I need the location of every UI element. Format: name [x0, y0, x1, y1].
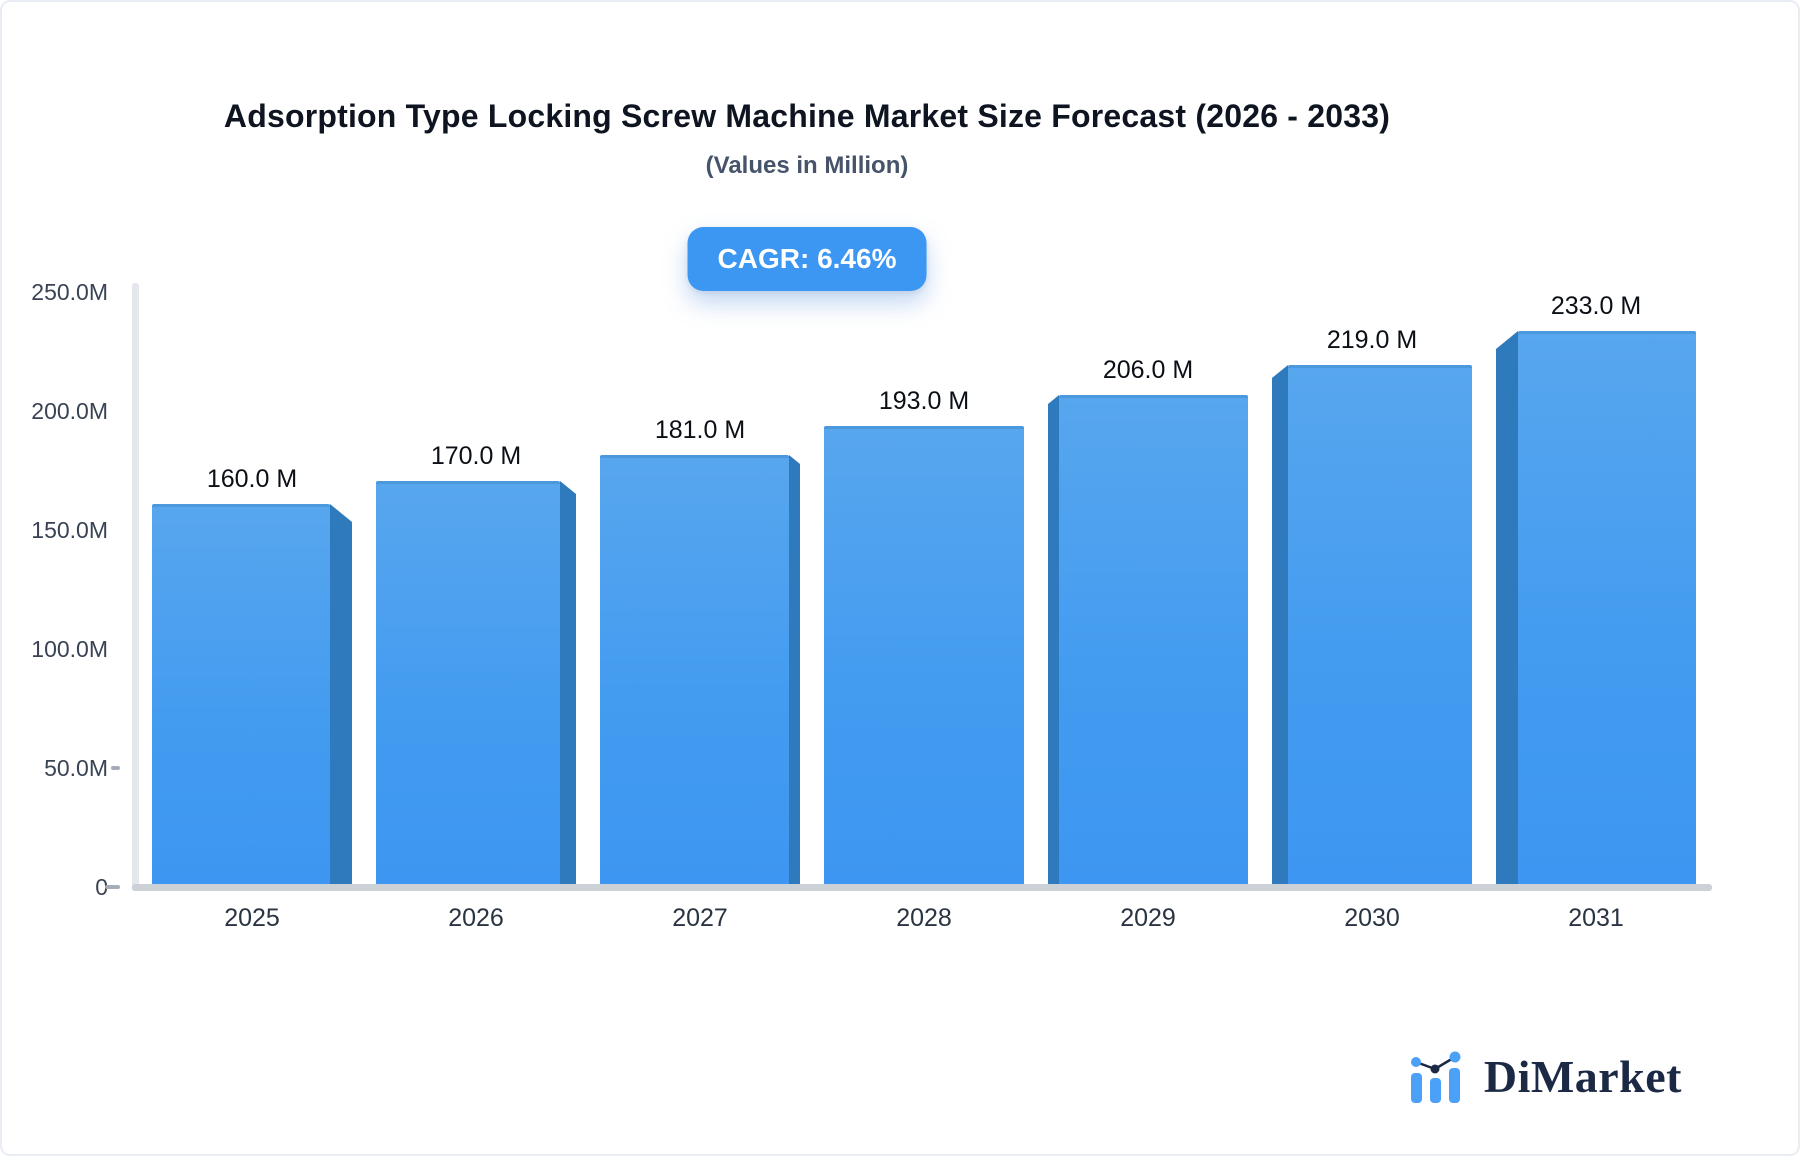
y-axis-tick-mark [105, 885, 120, 889]
x-axis-tick-label: 2029 [1120, 904, 1176, 932]
y-axis-tick-mark [111, 766, 120, 770]
y-axis-line [132, 283, 139, 891]
page-title: Adsorption Type Locking Screw Machine Ma… [223, 98, 1391, 134]
y-axis-tick-label: 100.0M [31, 636, 108, 662]
bar-side-face [330, 504, 352, 884]
y-axis-tick-label: 50.0M [44, 755, 108, 781]
y-axis-tick-label: 150.0M [31, 517, 108, 543]
bar-2027 [600, 455, 800, 884]
bar-2030 [1272, 365, 1472, 884]
bar-side-face [560, 481, 576, 884]
y-axis-tick-label: 250.0M [31, 279, 108, 305]
bar-value-label: 193.0 M [878, 387, 970, 415]
bar-2031 [1496, 331, 1696, 884]
bar-side-face [1496, 331, 1518, 884]
dimarket-logo: DiMarket [1408, 1048, 1682, 1104]
cagr-badge-label: CAGR: 6.46% [717, 243, 897, 274]
bar-face [1059, 395, 1248, 884]
bar-value-label: 206.0 M [1102, 356, 1194, 384]
dimarket-logo-text: DiMarket [1483, 1050, 1682, 1102]
x-axis-tick-label: 2025 [224, 904, 280, 932]
bar-line-chart-logo-icon [1410, 1051, 1461, 1103]
cagr-badge: CAGR: 6.46% [687, 227, 927, 291]
bar-face [1518, 331, 1696, 884]
x-axis-tick-label: 2030 [1344, 904, 1400, 932]
bar-face [824, 426, 1024, 884]
bar-2026 [376, 481, 576, 884]
bar-face [152, 504, 330, 884]
bar-value-label: 170.0 M [430, 442, 522, 470]
bar-value-label: 181.0 M [654, 416, 746, 444]
bar-2029 [1048, 395, 1248, 884]
bar-side-face [1272, 365, 1288, 884]
y-axis-tick-label: 200.0M [31, 398, 108, 424]
x-axis-tick-label: 2028 [896, 904, 952, 932]
bar-face [1288, 365, 1472, 884]
bar-2028 [824, 426, 1024, 884]
x-axis-tick-label: 2026 [448, 904, 504, 932]
x-axis-tick-label: 2027 [672, 904, 728, 932]
chart-subtitle: (Values in Million) [705, 152, 909, 179]
bar-value-label: 160.0 M [206, 465, 298, 493]
bar-2025 [152, 504, 352, 884]
bar-value-label: 219.0 M [1326, 326, 1418, 354]
bar-side-face [1048, 395, 1059, 884]
y-axis-tick-label: 0 [95, 874, 108, 900]
x-axis-line [132, 884, 1712, 891]
bar-face [600, 455, 789, 884]
bar-value-label: 233.0 M [1550, 292, 1642, 320]
bar-face [376, 481, 560, 884]
x-axis-tick-label: 2031 [1568, 904, 1624, 932]
bar-side-face [789, 455, 800, 884]
